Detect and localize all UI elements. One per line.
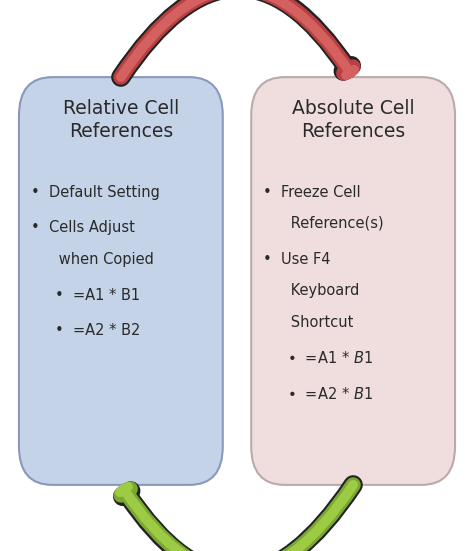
FancyBboxPatch shape	[251, 77, 455, 485]
Text: •  =A1 * $B$1: • =A1 * $B$1	[287, 350, 373, 366]
Text: Shortcut: Shortcut	[263, 315, 354, 329]
Text: •  Default Setting: • Default Setting	[31, 185, 160, 199]
Text: •  Use F4: • Use F4	[263, 252, 330, 267]
FancyBboxPatch shape	[19, 77, 223, 485]
Text: •  Freeze Cell: • Freeze Cell	[263, 185, 361, 199]
Text: Absolute Cell
References: Absolute Cell References	[292, 99, 414, 141]
Text: when Copied: when Copied	[31, 252, 154, 267]
Text: •  =A2 * $B$1: • =A2 * $B$1	[287, 386, 373, 402]
Text: Relative Cell
References: Relative Cell References	[63, 99, 179, 141]
Text: Keyboard: Keyboard	[263, 283, 359, 298]
Text: •  =A2 * B2: • =A2 * B2	[55, 323, 140, 338]
Text: Reference(s): Reference(s)	[263, 216, 383, 231]
Text: •  Cells Adjust: • Cells Adjust	[31, 220, 135, 235]
Text: •  =A1 * B1: • =A1 * B1	[55, 288, 140, 302]
